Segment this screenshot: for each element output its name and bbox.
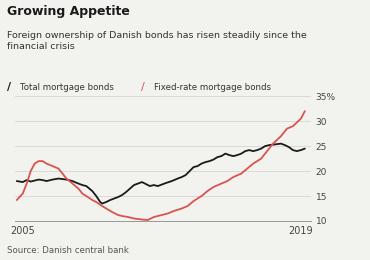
Text: Growing Appetite: Growing Appetite bbox=[7, 5, 130, 18]
Text: Foreign ownership of Danish bonds has risen steadily since the
financial crisis: Foreign ownership of Danish bonds has ri… bbox=[7, 31, 307, 51]
Text: Fixed-rate mortgage bonds: Fixed-rate mortgage bonds bbox=[154, 83, 270, 92]
Text: Total mortgage bonds: Total mortgage bonds bbox=[20, 83, 114, 92]
Text: /: / bbox=[141, 82, 144, 92]
Text: /: / bbox=[7, 82, 11, 92]
Text: Source: Danish central bank: Source: Danish central bank bbox=[7, 246, 129, 255]
